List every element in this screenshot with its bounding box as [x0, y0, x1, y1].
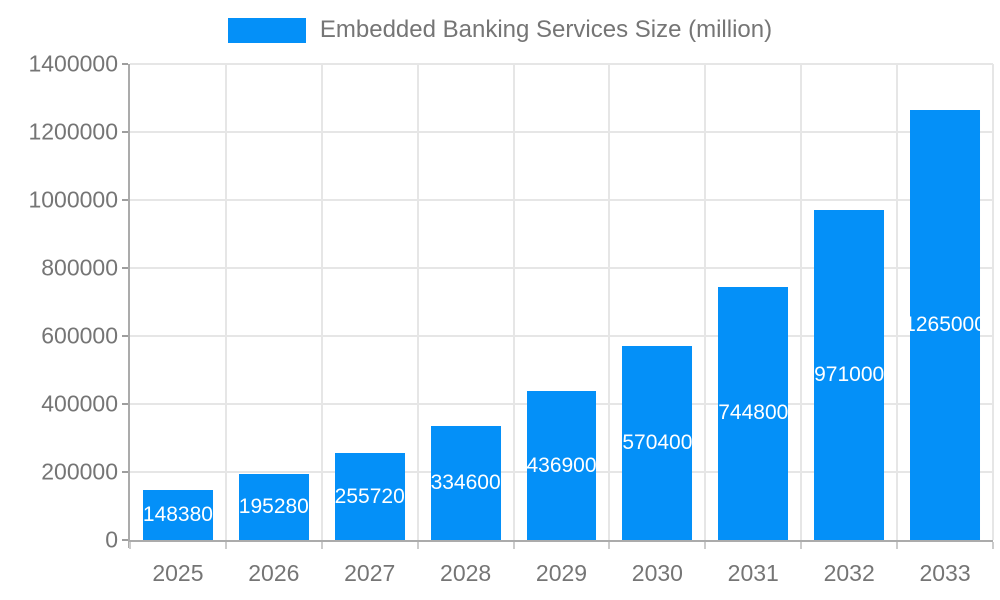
legend: Embedded Banking Services Size (million) [0, 16, 1000, 44]
gridline-vertical [992, 64, 994, 540]
gridline-vertical [896, 64, 899, 540]
x-axis-tick [320, 542, 323, 549]
bar-value-label: 195280 [238, 494, 309, 518]
bar-value-label: 744800 [718, 401, 789, 425]
bar-value-label: 334600 [430, 471, 501, 495]
gridline-vertical [224, 64, 227, 540]
gridline-vertical [704, 64, 707, 540]
x-axis-tick [129, 542, 131, 549]
bar-value-label: 255720 [334, 484, 405, 508]
y-axis-tick-label: 800000 [41, 254, 118, 281]
bar-2033[interactable]: 1265000 [910, 109, 981, 540]
y-axis-tick [122, 335, 128, 337]
gridline-horizontal [130, 131, 993, 133]
gridline-horizontal [130, 267, 993, 270]
y-axis-tick-label: 0 [105, 526, 118, 553]
x-axis-tick [224, 542, 227, 549]
bar-2031[interactable]: 744800 [718, 286, 789, 540]
legend-label: Embedded Banking Services Size (million) [319, 16, 773, 43]
y-axis-line [128, 64, 130, 548]
bar-2029[interactable]: 436900 [526, 391, 597, 540]
bar-value-label: 148380 [142, 502, 213, 526]
y-axis-tick [122, 403, 128, 406]
y-axis-labels: 0 200000 400000 600000 800000 1000000 1200000 1… [0, 52, 118, 551]
bar-2025[interactable]: 148380 [142, 489, 213, 540]
x-axis-tick-label: 2030 [631, 560, 683, 586]
legend-swatch [227, 17, 306, 43]
y-axis-tick-label: 200000 [41, 458, 118, 485]
x-axis-tick [416, 542, 419, 549]
gridline-vertical [320, 64, 323, 540]
y-axis-tick [122, 471, 128, 474]
bar-value-label: 971000 [814, 362, 885, 386]
y-axis-tick [122, 539, 128, 541]
y-axis-tick-label: 1000000 [28, 186, 118, 213]
gridline-vertical [800, 64, 803, 540]
x-axis-line [128, 540, 993, 542]
x-axis-tick-label: 2033 [919, 560, 971, 586]
bar-value-label: 570400 [622, 431, 693, 455]
y-axis-tick [122, 199, 128, 201]
y-axis-tick [122, 131, 128, 133]
x-axis-tick [704, 542, 707, 549]
bar-2028[interactable]: 334600 [430, 426, 501, 540]
y-axis-tick [122, 63, 128, 65]
bar-2027[interactable]: 255720 [334, 453, 405, 540]
x-axis-tick-label: 2032 [823, 560, 875, 586]
x-axis-tick-label: 2028 [440, 560, 492, 586]
gridline-horizontal [130, 335, 993, 337]
gridline-vertical [512, 64, 515, 540]
bar-2032[interactable]: 971000 [814, 209, 885, 540]
gridline-horizontal [130, 199, 993, 201]
x-axis-tick-label: 2031 [727, 560, 779, 586]
y-axis-tick-label: 1200000 [28, 118, 118, 145]
x-axis-tick-label: 2027 [344, 560, 396, 586]
y-axis-tick-label: 600000 [41, 322, 118, 349]
plot-area: 148380 195280 255720 334600 436900 570400 7448… [122, 63, 994, 549]
x-axis-tick-label: 2029 [535, 560, 588, 586]
y-axis-tick-label: 1400000 [28, 50, 118, 77]
x-axis-tick [512, 542, 515, 549]
bar-2030[interactable]: 570400 [622, 346, 693, 540]
x-axis-tick-label: 2026 [248, 560, 300, 586]
bar-value-label: 1265000 [910, 312, 980, 336]
x-axis-labels: 2025 2026 2027 2028 2029 2030 2031 2032 2033 [130, 552, 993, 592]
bar-2026[interactable]: 195280 [238, 473, 309, 540]
x-axis-tick-label: 2025 [152, 560, 204, 586]
y-axis-tick-label: 400000 [41, 390, 118, 417]
y-axis-tick [122, 267, 128, 270]
x-axis-tick [896, 542, 899, 549]
gridline-vertical [416, 64, 419, 540]
gridline-vertical [608, 64, 611, 540]
x-axis-tick [800, 542, 803, 549]
x-axis-tick [608, 542, 611, 549]
gridline-horizontal [130, 63, 993, 65]
bar-value-label: 436900 [526, 453, 597, 477]
x-axis-tick [992, 542, 994, 549]
